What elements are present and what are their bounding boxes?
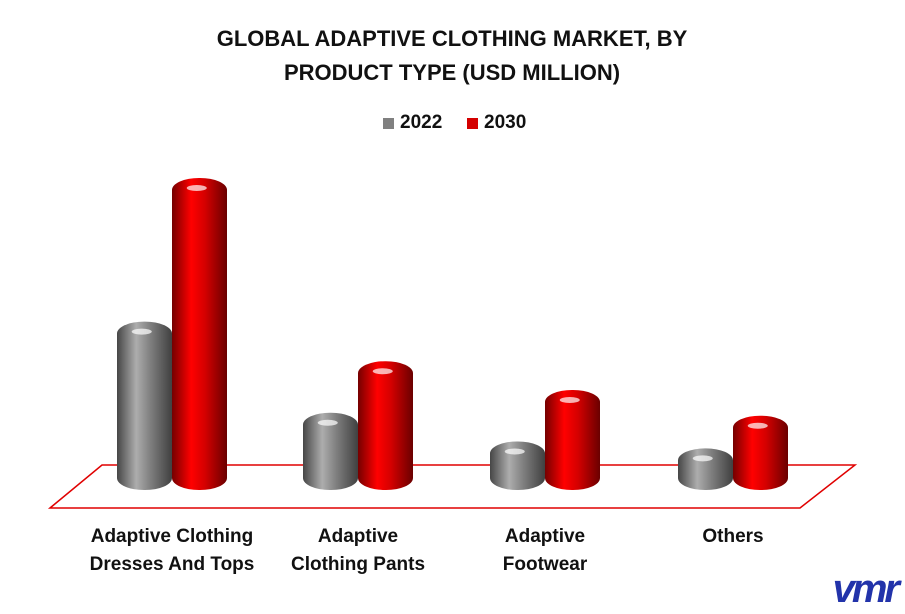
legend-swatch [467,118,478,129]
legend-swatch [383,118,394,129]
bar [678,448,733,490]
bar-highlight [131,328,152,335]
x-tick-label: Adaptive Footwear [502,526,588,575]
logo: vmr [832,567,900,611]
chart-title: GLOBAL ADAPTIVE CLOTHING MARKET, BY PROD… [216,26,688,85]
bar [172,178,227,490]
bar [303,412,358,490]
x-tick-label: Adaptive Clothing Dresses And Tops [89,526,255,575]
bar-highlight [559,396,580,403]
bar-highlight [186,185,207,191]
bar-highlight [317,419,338,426]
x-tick-label: Adaptive Clothing Pants [290,526,426,575]
bar [490,441,545,490]
bar [117,321,172,490]
x-tick-label: Others [702,526,764,547]
bar-highlight [747,422,768,429]
legend-label: 2030 [484,112,527,133]
bar-highlight [372,368,393,375]
bar [358,361,413,490]
bar-highlight [504,448,525,455]
floor [47,464,858,509]
bar-highlight [692,455,713,462]
bar [733,415,788,490]
legend-label: 2022 [400,112,443,133]
bar [545,389,600,490]
